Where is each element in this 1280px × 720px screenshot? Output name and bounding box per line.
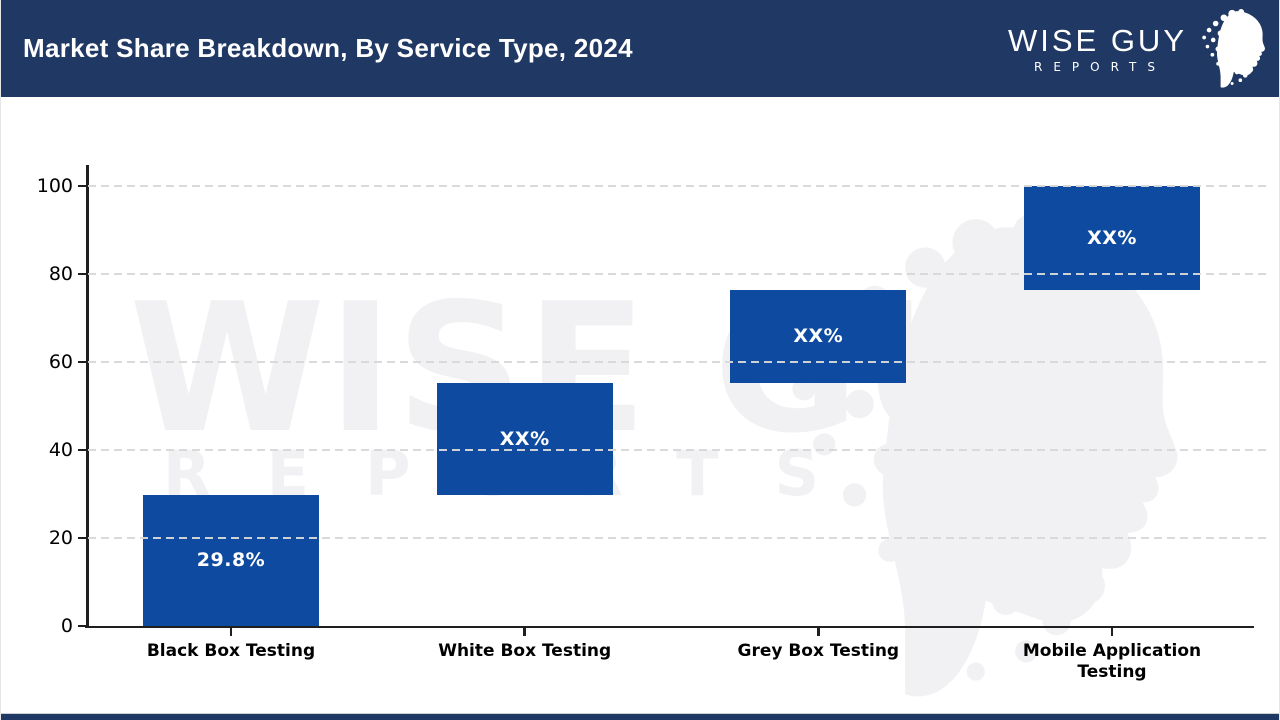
y-tick-label-80: 80 <box>48 263 73 285</box>
logo-face-icon <box>1191 6 1265 92</box>
x-tick-label-white-box-testing: White Box Testing <box>438 641 612 661</box>
bar-value-label: 29.8% <box>196 549 266 572</box>
logo-text: WISE GUY REPORTS <box>1008 23 1187 74</box>
x-tick-label-black-box-testing: Black Box Testing <box>146 641 316 661</box>
bar-value-label: XX% <box>499 427 550 450</box>
y-tick-label-100: 100 <box>36 175 73 197</box>
gridline-80 <box>88 273 1267 275</box>
x-tick-black-box-testing <box>229 628 233 636</box>
bar-black-box-testing: 29.8% <box>143 494 319 626</box>
y-tick-80 <box>78 272 87 276</box>
x-tick-label-mobile-application-testing: Mobile Application Testing <box>1022 641 1202 683</box>
gridline-40 <box>88 449 1267 451</box>
bar-grey-box-testing: XX% <box>730 289 907 384</box>
y-tick-100 <box>78 184 87 188</box>
gridline-60 <box>88 361 1267 363</box>
bar-value-label: XX% <box>793 325 844 348</box>
gridline-100 <box>88 185 1267 187</box>
y-axis-line <box>86 165 89 628</box>
y-tick-40 <box>78 448 87 452</box>
logo-subtitle: REPORTS <box>1033 60 1166 74</box>
logo-wordmark: WISE GUY <box>1007 23 1187 58</box>
wise-guy-reports-logo: WISE GUY REPORTS <box>1008 6 1265 92</box>
x-tick-label-grey-box-testing: Grey Box Testing <box>737 641 900 661</box>
y-tick-label-0: 0 <box>60 615 73 637</box>
header-bar: Market Share Breakdown, By Service Type,… <box>1 0 1279 97</box>
page-title: Market Share Breakdown, By Service Type,… <box>23 33 633 63</box>
x-axis-line <box>85 625 1254 628</box>
y-tick-0 <box>78 624 87 628</box>
x-tick-mobile-application-testing <box>1110 628 1114 636</box>
y-tick-20 <box>78 536 87 540</box>
bar-white-box-testing: XX% <box>436 383 613 495</box>
footer-bar <box>1 713 1279 720</box>
bar-value-label: XX% <box>1087 226 1137 249</box>
y-tick-label-60: 60 <box>48 351 73 373</box>
gridline-20 <box>88 537 1267 539</box>
y-tick-60 <box>78 360 87 364</box>
x-tick-white-box-testing <box>523 628 526 636</box>
y-tick-label-20: 20 <box>48 527 73 549</box>
y-tick-label-40: 40 <box>48 439 73 461</box>
x-tick-grey-box-testing <box>817 628 820 636</box>
